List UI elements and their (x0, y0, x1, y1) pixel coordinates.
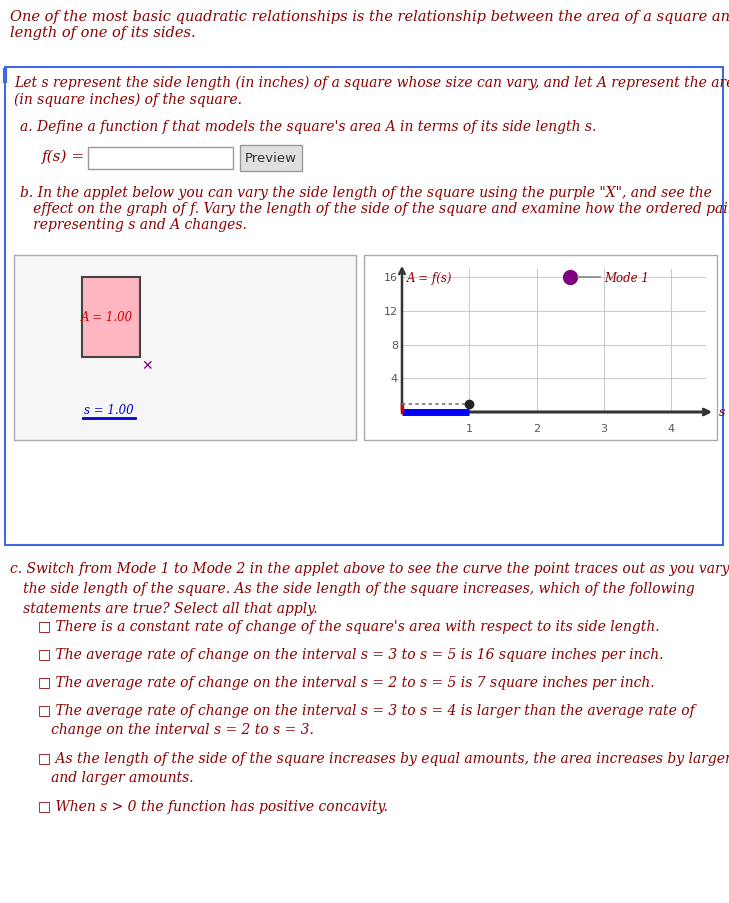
Text: A = 1.00: A = 1.00 (81, 312, 133, 324)
Text: Let s represent the side length (in inches) of a square whose size can vary, and: Let s represent the side length (in inch… (14, 76, 729, 107)
Text: 3: 3 (601, 424, 607, 433)
Text: 8: 8 (391, 340, 398, 350)
Text: One of the most basic quadratic relationships is the relationship between the ar: One of the most basic quadratic relation… (10, 10, 729, 40)
Text: 2: 2 (533, 424, 540, 433)
Text: s = 1.00: s = 1.00 (84, 404, 134, 417)
Text: □ The average rate of change on the interval s = 2 to s = 5 is 7 square inches p: □ The average rate of change on the inte… (38, 675, 655, 689)
Text: □ There is a constant rate of change of the square's area with respect to its si: □ There is a constant rate of change of … (38, 619, 660, 633)
Text: □ The average rate of change on the interval s = 3 to s = 5 is 16 square inches : □ The average rate of change on the inte… (38, 647, 663, 661)
FancyBboxPatch shape (5, 68, 723, 545)
Text: 12: 12 (384, 307, 398, 317)
Text: □ The average rate of change on the interval s = 3 to s = 4 is larger than the a: □ The average rate of change on the inte… (38, 703, 695, 737)
Text: s: s (719, 406, 725, 419)
Text: 4: 4 (668, 424, 675, 433)
FancyBboxPatch shape (240, 146, 302, 172)
Text: 16: 16 (384, 273, 398, 284)
FancyBboxPatch shape (88, 148, 233, 170)
Text: 4: 4 (391, 374, 398, 384)
FancyBboxPatch shape (82, 278, 140, 358)
FancyBboxPatch shape (364, 256, 717, 441)
Text: f(s) =: f(s) = (42, 150, 85, 164)
Text: □ When s > 0 the function has positive concavity.: □ When s > 0 the function has positive c… (38, 799, 388, 813)
Text: c. Switch from Mode 1 to Mode 2 in the applet above to see the curve the point t: c. Switch from Mode 1 to Mode 2 in the a… (10, 562, 729, 616)
Text: Mode 1: Mode 1 (604, 272, 650, 284)
Text: □ As the length of the side of the square increases by equal amounts, the area i: □ As the length of the side of the squar… (38, 751, 729, 785)
FancyBboxPatch shape (14, 256, 356, 441)
Text: Preview: Preview (245, 153, 297, 165)
Text: a. Define a function f that models the square's area A in terms of its side leng: a. Define a function f that models the s… (20, 120, 596, 134)
Text: ✕: ✕ (141, 358, 152, 373)
Text: A = f(s): A = f(s) (407, 272, 453, 284)
Text: b. In the applet below you can vary the side length of the square using the purp: b. In the applet below you can vary the … (20, 186, 729, 232)
Text: 1: 1 (466, 424, 473, 433)
